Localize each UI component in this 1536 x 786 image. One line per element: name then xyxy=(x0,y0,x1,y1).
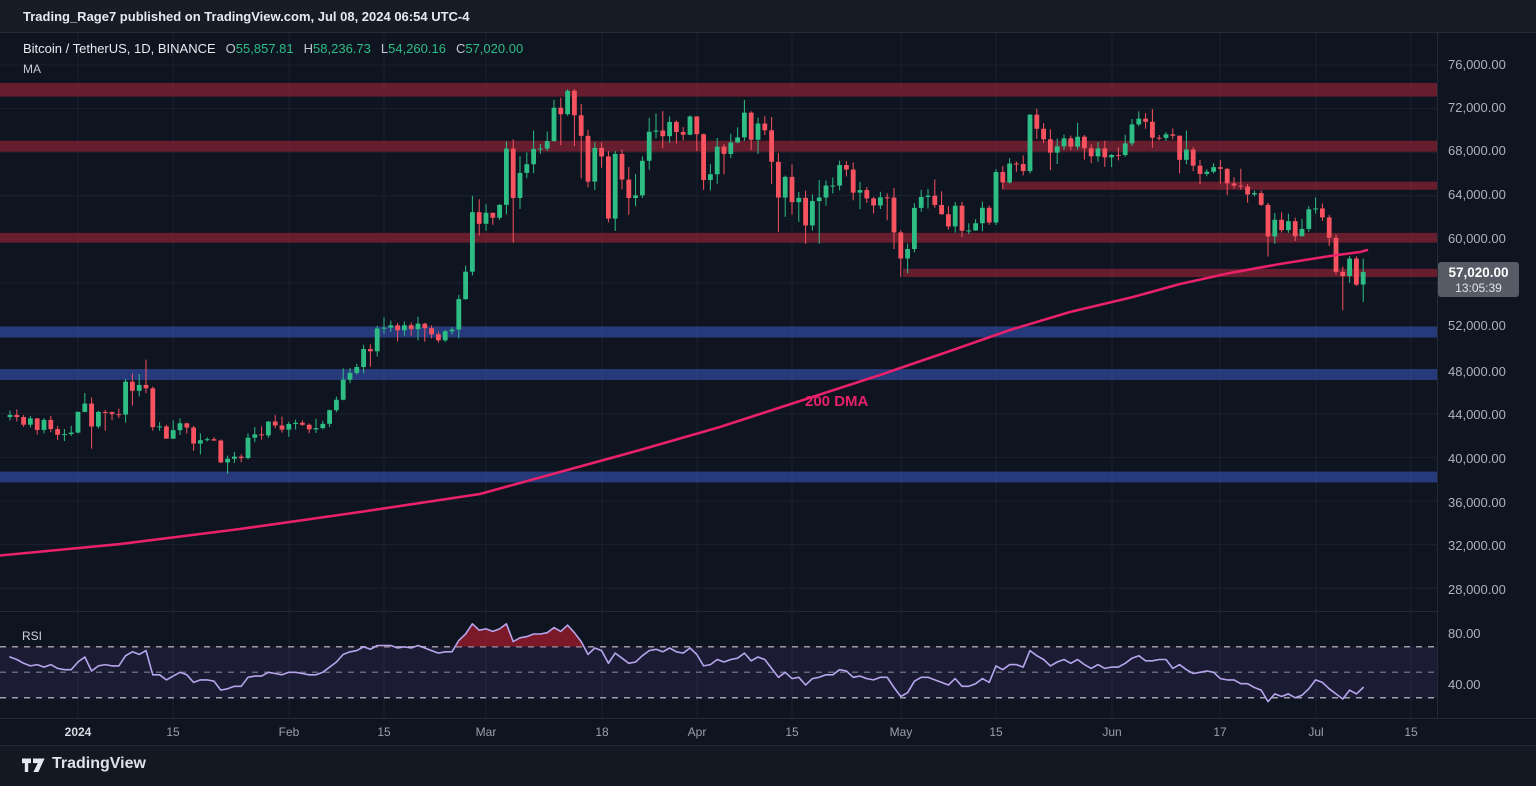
price-axis-label: 68,000.00 xyxy=(1448,143,1506,158)
tradingview-logo-icon[interactable] xyxy=(22,757,45,774)
last-price-value: 57,020.00 xyxy=(1448,265,1509,280)
price-axis-label: 40.00 xyxy=(1448,677,1481,692)
price-axis-label: 80.00 xyxy=(1448,626,1481,641)
publish-banner: Trading_Rage7 published on TradingView.c… xyxy=(0,0,1536,33)
time-axis[interactable]: 2024 15 Feb 15 Mar 18 Apr 15 May 15 Jun 17 Jul 15 xyxy=(0,718,1536,746)
time-axis-label: 15 xyxy=(989,725,1003,739)
price-axis-label: 32,000.00 xyxy=(1448,538,1506,553)
time-axis-label: 15 xyxy=(377,725,391,739)
low-label: L xyxy=(380,41,389,56)
close-label: C xyxy=(455,41,466,56)
price-axis-label: 48,000.00 xyxy=(1448,364,1506,379)
price-axis-label: 36,000.00 xyxy=(1448,495,1506,510)
low-value: 54,260.16 xyxy=(388,41,446,56)
price-axis-label: 76,000.00 xyxy=(1448,57,1506,72)
high-value: 58,236.73 xyxy=(313,41,371,56)
bar-countdown: 13:05:39 xyxy=(1455,281,1502,295)
close-value: 57,020.00 xyxy=(465,41,524,56)
time-axis-label: 2024 xyxy=(64,725,92,739)
symbol-legend[interactable]: Bitcoin / TetherUS, 1D, BINANCE O55,857.8… xyxy=(23,41,523,57)
time-axis-label: 15 xyxy=(785,725,799,739)
time-axis-label: Jun xyxy=(1102,725,1122,739)
price-axis-label: 52,000.00 xyxy=(1448,318,1506,333)
time-axis-label: Apr xyxy=(687,725,707,739)
time-axis-label: May xyxy=(889,725,913,739)
high-label: H xyxy=(303,41,314,56)
last-price-label: 57,020.00 13:05:39 xyxy=(1438,262,1519,297)
time-axis-label: Mar xyxy=(475,725,497,739)
ma-indicator-legend[interactable]: MA xyxy=(23,62,41,76)
symbol-title[interactable]: Bitcoin / TetherUS, 1D, BINANCE xyxy=(23,41,216,56)
price-axis-label: 64,000.00 xyxy=(1448,187,1506,202)
price-axis-label: 44,000.00 xyxy=(1448,407,1506,422)
price-axis-label: 72,000.00 xyxy=(1448,100,1506,115)
open-value: 55,857.81 xyxy=(235,41,294,56)
tradingview-brand[interactable]: TradingView xyxy=(52,755,146,772)
time-axis-label: 15 xyxy=(166,725,180,739)
footer-bar: TradingView xyxy=(0,745,1536,786)
price-axis-label: 60,000.00 xyxy=(1448,231,1506,246)
time-axis-label: 18 xyxy=(595,725,609,739)
svg-text:200 DMA: 200 DMA xyxy=(805,393,869,410)
time-axis-label: 15 xyxy=(1404,725,1418,739)
price-chart-canvas[interactable]: 200 DMA xyxy=(0,33,1437,718)
time-axis-label: 17 xyxy=(1213,725,1227,739)
time-axis-label: Jul xyxy=(1308,725,1324,739)
price-axis[interactable]: 76,000.00 72,000.00 68,000.00 64,000.00 60,0… xyxy=(1437,33,1536,745)
chart-container[interactable]: 200 DMA Bitcoin / TetherUS, 1D, BINANCE O… xyxy=(0,33,1536,745)
rsi-pane-legend[interactable]: RSI xyxy=(22,629,43,643)
price-axis-label: 40,000.00 xyxy=(1448,451,1506,466)
open-label: O xyxy=(225,41,236,56)
rsi-indicator-chart[interactable] xyxy=(0,612,1437,718)
candlestick-chart[interactable]: 200 DMA xyxy=(0,33,1437,612)
time-axis-label: Feb xyxy=(278,725,300,739)
price-axis-label: 28,000.00 xyxy=(1448,582,1506,597)
